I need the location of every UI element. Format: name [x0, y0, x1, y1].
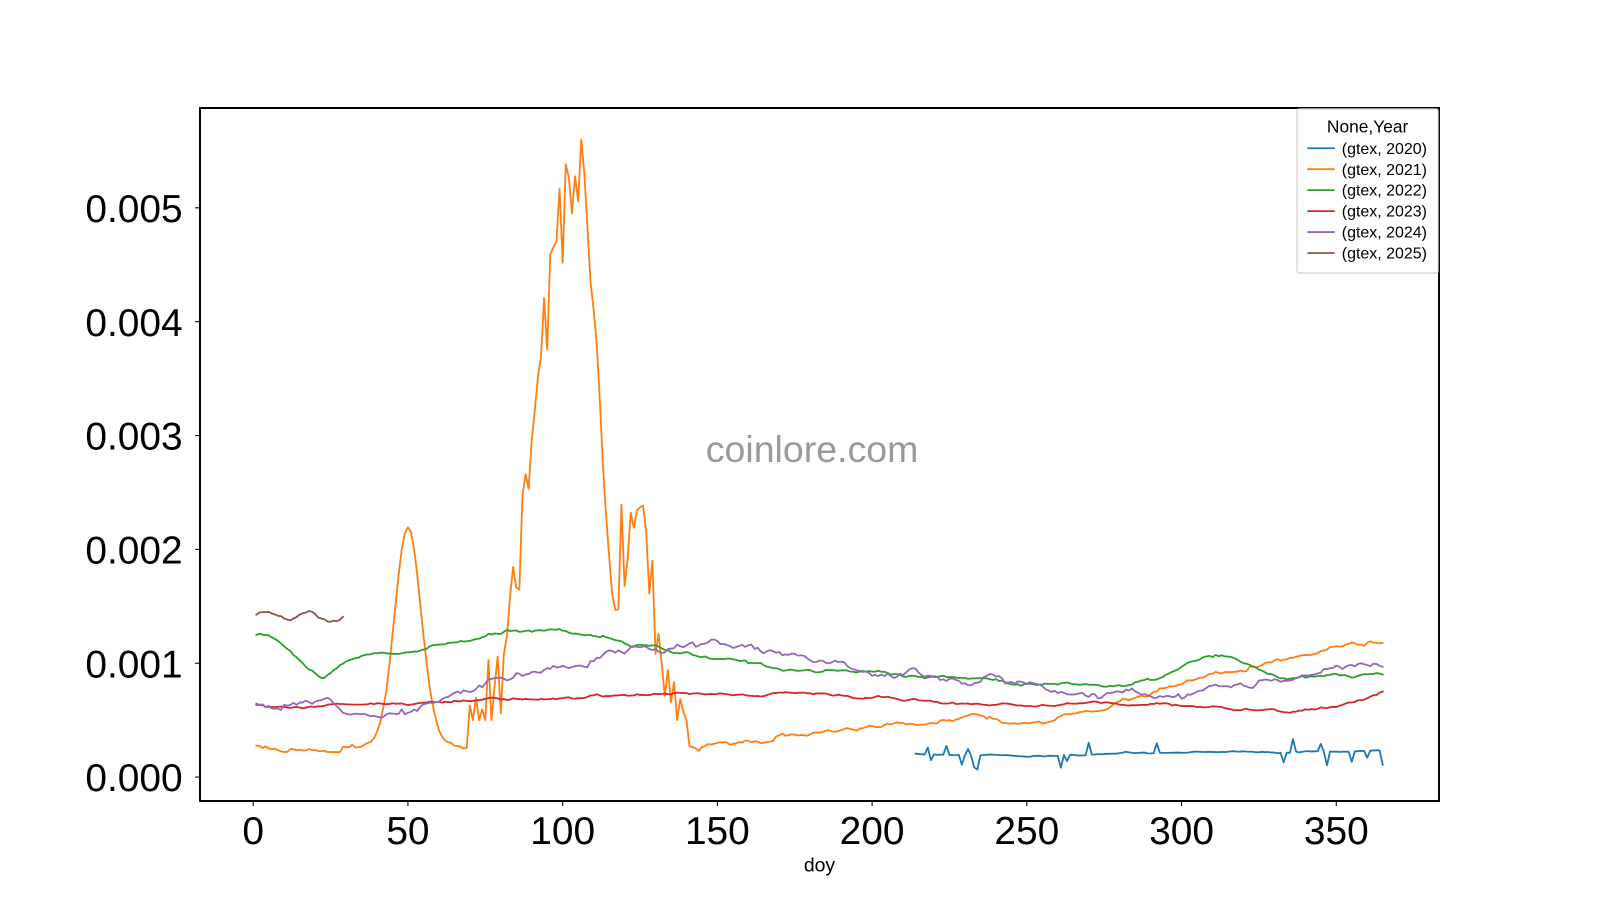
- svg-text:100: 100: [530, 810, 595, 853]
- svg-text:None,Year: None,Year: [1327, 117, 1409, 137]
- svg-text:(gtex, 2021): (gtex, 2021): [1342, 162, 1427, 179]
- svg-text:0: 0: [242, 810, 264, 853]
- svg-text:(gtex, 2023): (gtex, 2023): [1342, 204, 1427, 221]
- svg-text:0.003: 0.003: [85, 416, 182, 459]
- svg-text:0.005: 0.005: [85, 188, 182, 231]
- svg-text:0.004: 0.004: [85, 302, 182, 345]
- svg-text:coinlore.com: coinlore.com: [706, 428, 919, 470]
- svg-text:0.000: 0.000: [85, 757, 182, 800]
- svg-text:(gtex, 2024): (gtex, 2024): [1342, 225, 1427, 242]
- svg-text:300: 300: [1149, 810, 1214, 853]
- svg-text:350: 350: [1304, 810, 1369, 853]
- svg-text:150: 150: [685, 810, 750, 853]
- svg-text:(gtex, 2020): (gtex, 2020): [1342, 141, 1427, 158]
- svg-text:(gtex, 2022): (gtex, 2022): [1342, 183, 1427, 200]
- svg-text:doy: doy: [804, 854, 836, 876]
- svg-text:250: 250: [994, 810, 1059, 853]
- svg-text:0.001: 0.001: [85, 643, 182, 686]
- svg-text:200: 200: [840, 810, 905, 853]
- svg-text:0.002: 0.002: [85, 529, 182, 572]
- svg-text:50: 50: [386, 810, 429, 853]
- svg-text:(gtex, 2025): (gtex, 2025): [1342, 246, 1427, 263]
